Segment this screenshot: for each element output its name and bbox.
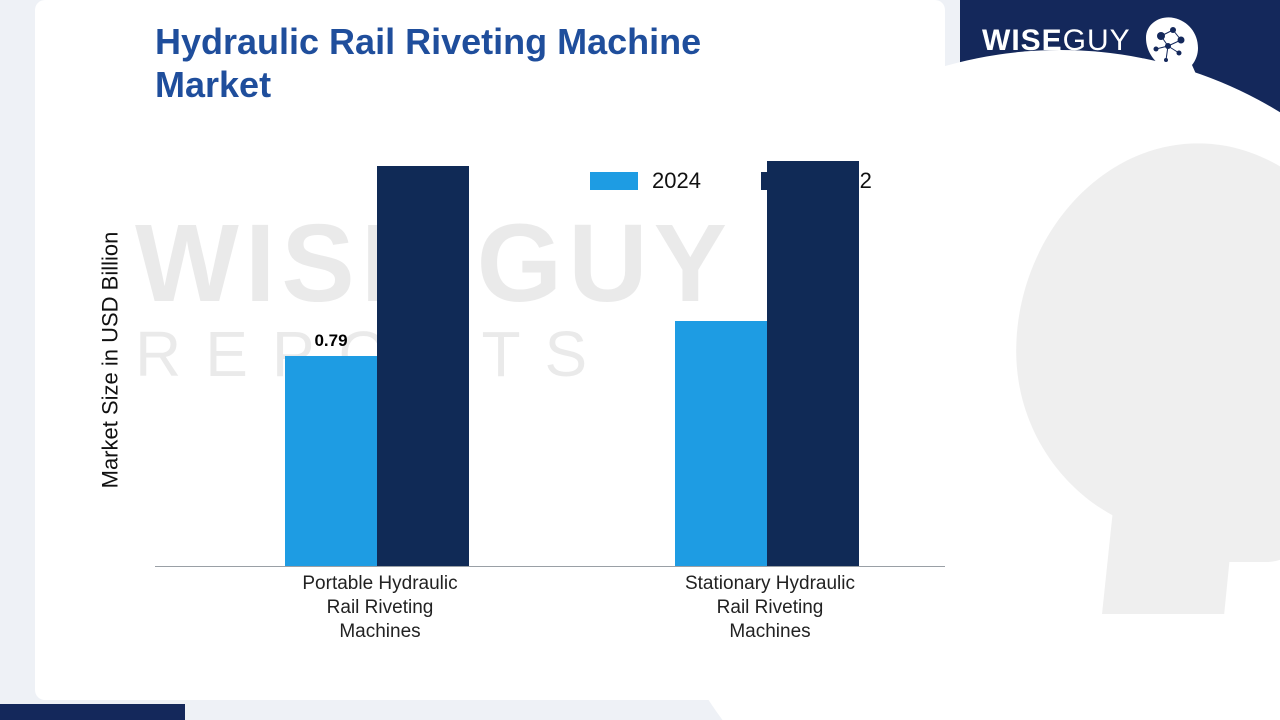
- bar-portable-2024: [285, 356, 377, 566]
- bar-stationary-2024: [675, 321, 767, 566]
- brand-head-icon: [1141, 16, 1201, 80]
- bar-portable-2032: [377, 166, 469, 566]
- brand-line1: WISEGUY: [982, 24, 1131, 58]
- brand-logo-block: WISEGUY REPORTS: [982, 16, 1252, 80]
- x-category-0: Portable Hydraulic Rail Riveting Machine…: [285, 572, 475, 643]
- y-axis-label-wrap: Market Size in USD Billion: [95, 150, 125, 570]
- brand-line2: REPORTS: [982, 56, 1131, 72]
- bar-stationary-2032: [767, 161, 859, 566]
- bar-value-label: 0.79: [271, 331, 391, 351]
- brand-line1a: WISE: [982, 24, 1063, 57]
- bottom-accent-bar: [0, 704, 185, 720]
- brand-text: WISEGUY REPORTS: [982, 24, 1131, 72]
- chart-card: WISE GUY REPORTS Hydraulic Rail Riveting…: [35, 0, 945, 700]
- page-title: Hydraulic Rail Riveting Machine Market: [155, 20, 775, 106]
- brand-line1b: GUY: [1063, 24, 1131, 57]
- x-axis-labels: Portable Hydraulic Rail Riveting Machine…: [155, 572, 945, 700]
- x-category-1: Stationary Hydraulic Rail Riveting Machi…: [675, 572, 865, 643]
- chart-plot-area: 0.79: [155, 162, 945, 567]
- y-axis-label: Market Size in USD Billion: [97, 232, 123, 489]
- infographic-stage: WISE GUY REPORTS Hydraulic Rail Riveting…: [0, 0, 1280, 720]
- chart-baseline: [155, 566, 945, 567]
